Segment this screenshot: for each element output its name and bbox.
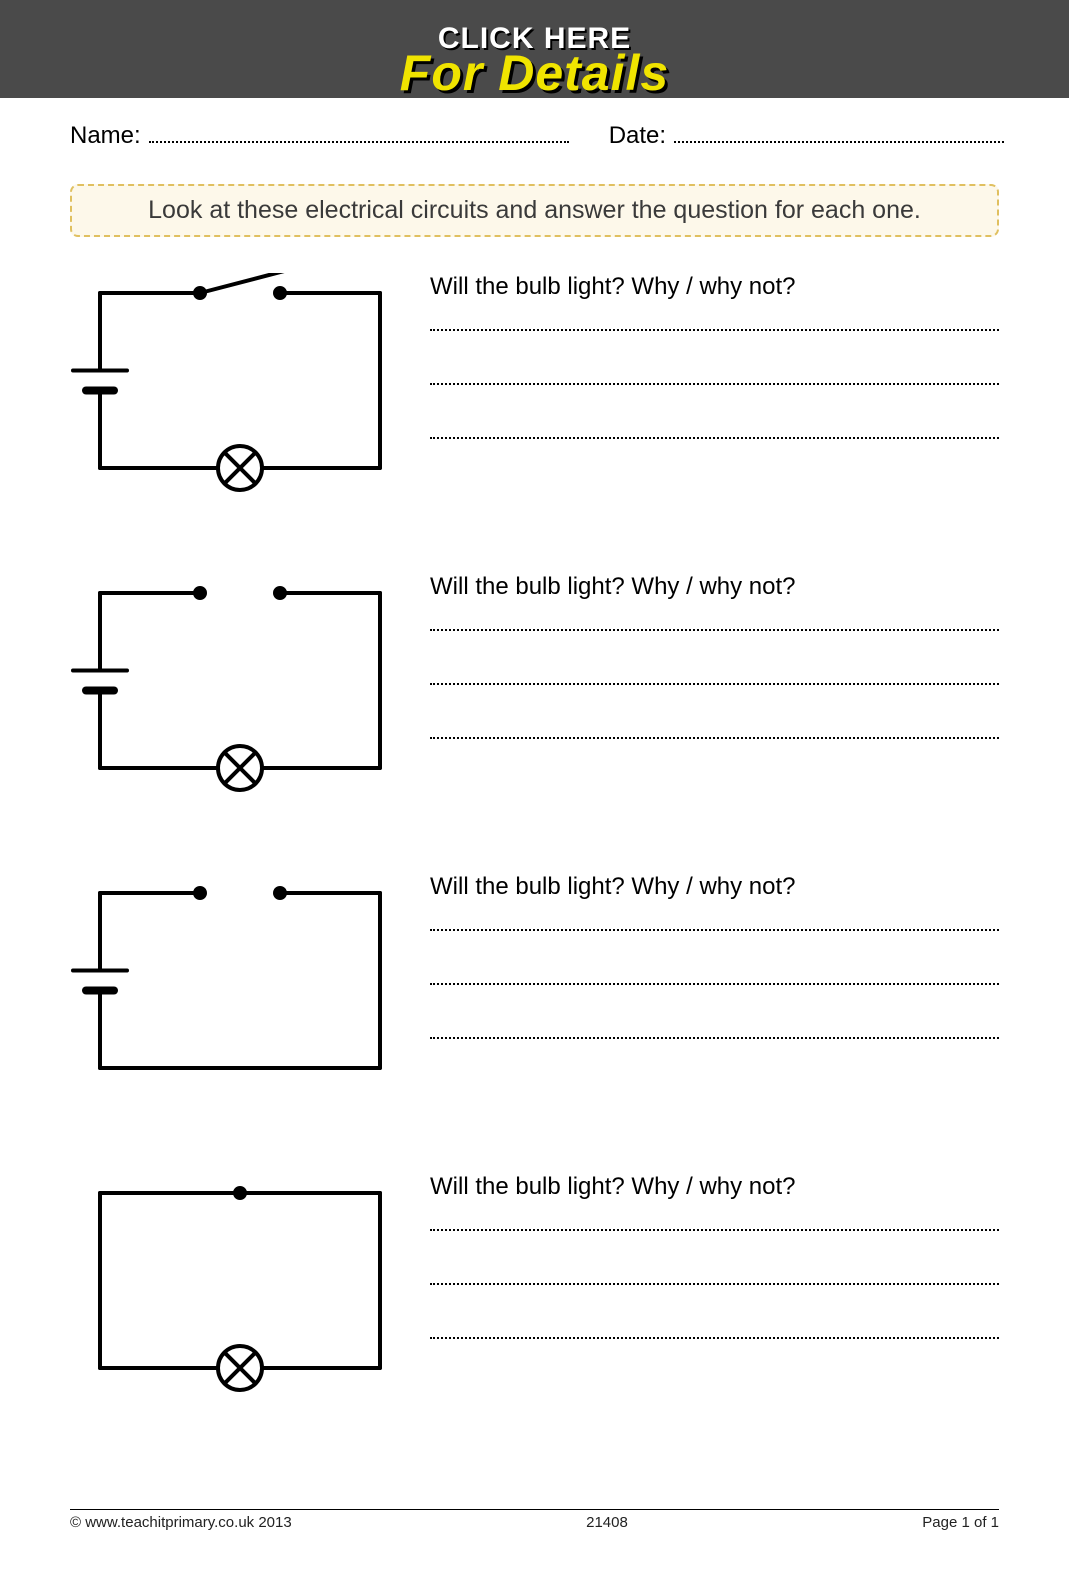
circuit-3-diagram: [70, 873, 400, 1103]
date-field: Date:: [609, 117, 1004, 150]
answer-line[interactable]: [430, 329, 999, 331]
circuit-1-diagram: [70, 273, 400, 503]
worksheet-page: w to build an electrical circuit Name: D…: [0, 0, 1069, 1433]
answer-line[interactable]: [430, 1037, 999, 1039]
question-text: Will the bulb light? Why / why not?: [430, 573, 999, 601]
footer-right: Page 1 of 1: [922, 1514, 999, 1531]
circuit-rows: Will the bulb light? Why / why not? Will…: [70, 273, 999, 1403]
footer-left: © www.teachitprimary.co.uk 2013: [70, 1514, 292, 1531]
name-date-row: Name: Date:: [70, 117, 999, 150]
circuit-row: Will the bulb light? Why / why not?: [70, 573, 999, 803]
circuit-row: Will the bulb light? Why / why not?: [70, 873, 999, 1103]
name-field: Name:: [70, 117, 569, 150]
answer-area: Will the bulb light? Why / why not?: [430, 573, 999, 803]
answer-line[interactable]: [430, 383, 999, 385]
answer-line[interactable]: [430, 629, 999, 631]
circuit-2-diagram: [70, 573, 400, 803]
answer-line[interactable]: [430, 1283, 999, 1285]
page-footer: © www.teachitprimary.co.uk 2013 21408 Pa…: [70, 1509, 999, 1531]
answer-area: Will the bulb light? Why / why not?: [430, 873, 999, 1103]
banner-line-2: For Details: [400, 44, 669, 102]
answer-line[interactable]: [430, 1337, 999, 1339]
circuit-4-diagram: [70, 1173, 400, 1403]
name-blank[interactable]: [149, 117, 569, 143]
question-text: Will the bulb light? Why / why not?: [430, 273, 999, 301]
question-text: Will the bulb light? Why / why not?: [430, 1173, 999, 1201]
question-text: Will the bulb light? Why / why not?: [430, 873, 999, 901]
date-blank[interactable]: [674, 117, 1004, 143]
answer-area: Will the bulb light? Why / why not?: [430, 1173, 999, 1403]
footer-center: 21408: [586, 1514, 628, 1531]
answer-line[interactable]: [430, 437, 999, 439]
circuit-row: Will the bulb light? Why / why not?: [70, 1173, 999, 1403]
instruction-text: Look at these electrical circuits and an…: [148, 196, 921, 224]
name-label: Name:: [70, 122, 141, 150]
answer-line[interactable]: [430, 737, 999, 739]
answer-line[interactable]: [430, 983, 999, 985]
answer-line[interactable]: [430, 929, 999, 931]
instruction-box: Look at these electrical circuits and an…: [70, 184, 999, 237]
answer-line[interactable]: [430, 1229, 999, 1231]
answer-line[interactable]: [430, 683, 999, 685]
date-label: Date:: [609, 122, 666, 150]
answer-area: Will the bulb light? Why / why not?: [430, 273, 999, 503]
circuit-row: Will the bulb light? Why / why not?: [70, 273, 999, 503]
overlay-banner[interactable]: CLICK HERE For Details: [0, 0, 1069, 98]
